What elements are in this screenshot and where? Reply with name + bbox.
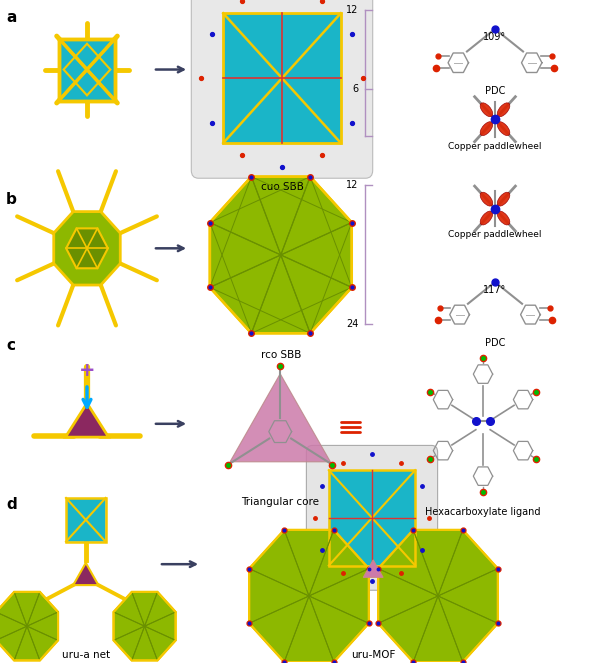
Polygon shape xyxy=(65,403,109,437)
Polygon shape xyxy=(210,176,352,333)
Text: a: a xyxy=(6,10,16,25)
Text: 24: 24 xyxy=(346,320,359,330)
Text: uru-a net: uru-a net xyxy=(62,650,110,660)
Text: uru-MOF: uru-MOF xyxy=(351,650,395,660)
Polygon shape xyxy=(364,560,383,577)
Polygon shape xyxy=(329,470,415,518)
Polygon shape xyxy=(66,520,106,542)
Polygon shape xyxy=(66,498,86,542)
Text: 109°: 109° xyxy=(484,32,506,42)
FancyBboxPatch shape xyxy=(307,446,437,590)
Text: +: + xyxy=(79,361,95,381)
Polygon shape xyxy=(73,563,98,585)
Polygon shape xyxy=(64,44,110,95)
Polygon shape xyxy=(282,13,341,143)
Text: PDC: PDC xyxy=(485,86,505,96)
Text: d: d xyxy=(6,497,17,512)
Polygon shape xyxy=(0,592,58,660)
Polygon shape xyxy=(66,228,108,269)
Polygon shape xyxy=(223,13,341,78)
Text: c: c xyxy=(6,337,15,353)
Ellipse shape xyxy=(497,211,510,225)
Polygon shape xyxy=(329,518,415,566)
Polygon shape xyxy=(59,38,115,70)
Polygon shape xyxy=(223,13,282,143)
Ellipse shape xyxy=(497,122,510,135)
Polygon shape xyxy=(66,498,106,520)
Ellipse shape xyxy=(480,103,493,117)
Polygon shape xyxy=(59,38,115,101)
Polygon shape xyxy=(86,498,106,542)
Polygon shape xyxy=(87,38,115,101)
Polygon shape xyxy=(378,530,498,662)
Text: cuo SBB: cuo SBB xyxy=(260,182,304,192)
Polygon shape xyxy=(372,470,415,566)
FancyBboxPatch shape xyxy=(191,0,373,178)
Polygon shape xyxy=(59,70,115,101)
Text: Hexacarboxylate ligand: Hexacarboxylate ligand xyxy=(425,507,541,517)
Text: 12: 12 xyxy=(346,5,359,15)
Polygon shape xyxy=(54,211,120,285)
Text: Triangular core: Triangular core xyxy=(241,497,319,507)
Polygon shape xyxy=(223,78,341,143)
Polygon shape xyxy=(230,374,331,462)
Text: b: b xyxy=(6,192,17,207)
Ellipse shape xyxy=(480,122,493,135)
Text: rco SBB: rco SBB xyxy=(260,350,301,360)
Text: 6: 6 xyxy=(353,84,359,94)
Ellipse shape xyxy=(497,103,510,117)
Polygon shape xyxy=(249,530,369,662)
Text: +: + xyxy=(79,252,95,271)
Ellipse shape xyxy=(480,211,493,225)
Text: 117°: 117° xyxy=(484,285,506,295)
Polygon shape xyxy=(113,592,176,660)
Text: Copper paddlewheel: Copper paddlewheel xyxy=(448,231,542,239)
Text: PDC: PDC xyxy=(485,337,505,347)
Ellipse shape xyxy=(480,192,493,206)
Polygon shape xyxy=(59,38,87,101)
Ellipse shape xyxy=(497,192,510,206)
Text: Copper paddlewheel: Copper paddlewheel xyxy=(448,142,542,151)
Polygon shape xyxy=(329,470,372,566)
Text: 12: 12 xyxy=(346,180,359,190)
